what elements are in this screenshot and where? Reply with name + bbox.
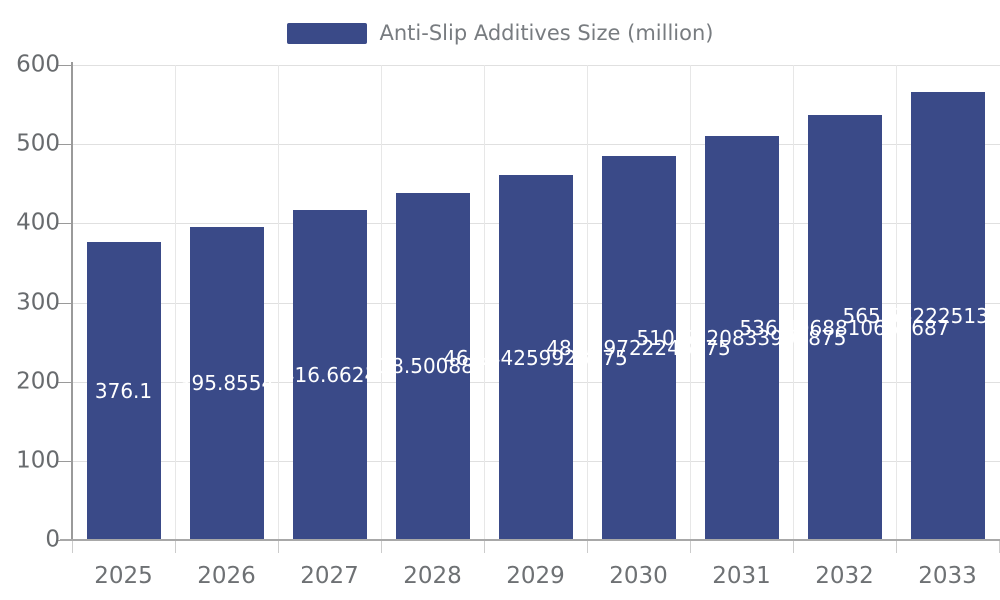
bar[interactable] (395, 192, 470, 540)
bar-value-label: 376.1 (94, 379, 153, 404)
y-axis-line (71, 62, 73, 540)
x-axis-tick (896, 540, 897, 553)
y-axis-tick (57, 460, 72, 462)
x-axis-tick (72, 540, 73, 553)
x-axis-tick (484, 540, 485, 553)
legend-item-anti-slip[interactable]: Anti-Slip Additives Size (million) (286, 20, 714, 45)
y-tick-label: 0 (45, 526, 60, 553)
x-axis-line (60, 539, 1000, 541)
y-axis-tick (57, 65, 72, 66)
gridline-v (690, 65, 691, 540)
bar[interactable] (601, 155, 676, 540)
legend: Anti-Slip Additives Size (million) (0, 18, 1000, 48)
x-tick-label: 2027 (300, 563, 359, 589)
gridline-v (484, 65, 485, 540)
legend-label: Anti-Slip Additives Size (million) (379, 20, 714, 45)
y-tick-label: 600 (16, 51, 60, 78)
bar-value-label: 565.5622251346875 (842, 304, 1000, 329)
bar-value-label: 395.8554 (178, 371, 275, 396)
bar-value-label: 460.44259926875 (443, 345, 628, 370)
x-tick-label: 2033 (918, 563, 977, 589)
bar-value-label: 536.4068810667687 (739, 315, 950, 340)
bar[interactable] (189, 226, 264, 540)
bar-value-label: 438.5008875 (365, 354, 500, 379)
bar-value-label: 416.6624 (281, 363, 378, 388)
y-tick-label: 500 (16, 130, 60, 157)
x-tick-label: 2030 (609, 563, 668, 589)
y-tick-label: 300 (16, 289, 60, 315)
x-tick-label: 2031 (712, 563, 771, 589)
x-tick-label: 2032 (815, 563, 874, 589)
bar[interactable] (807, 115, 882, 540)
gridline-v (381, 65, 382, 540)
gridline-v (278, 65, 279, 540)
y-axis-tick (57, 381, 72, 383)
x-tick-label: 2029 (506, 563, 565, 589)
y-axis-tick (57, 144, 72, 146)
x-tick-label: 2025 (94, 563, 153, 589)
y-tick-label: 400 (16, 209, 60, 236)
bar[interactable] (292, 210, 367, 540)
y-tick-label: 200 (16, 368, 60, 395)
legend-swatch (286, 22, 367, 44)
x-axis-tick (175, 540, 176, 553)
bar-value-label: 510.5520833906875 (636, 325, 847, 350)
x-tick-label: 2026 (197, 563, 256, 589)
gridline-v (175, 65, 176, 540)
y-tick-label: 100 (16, 447, 60, 474)
y-axis-tick (57, 223, 72, 225)
x-axis-tick (278, 540, 279, 553)
bar[interactable] (910, 92, 985, 540)
x-axis-tick (381, 540, 382, 553)
x-tick-label: 2028 (403, 563, 462, 589)
x-axis-tick (587, 540, 588, 553)
gridline-v (587, 65, 588, 540)
gridline-h (72, 144, 1000, 146)
bar[interactable] (704, 135, 779, 540)
gridline-v (793, 65, 794, 540)
gridline-v (896, 65, 897, 540)
x-axis-tick (690, 540, 691, 553)
bar[interactable] (498, 175, 573, 540)
bar[interactable] (86, 242, 161, 540)
bar-value-label: 485.59722246875 (546, 335, 731, 360)
x-axis-tick (793, 540, 794, 553)
y-axis-tick (57, 302, 72, 304)
gridline-h (72, 65, 1000, 66)
